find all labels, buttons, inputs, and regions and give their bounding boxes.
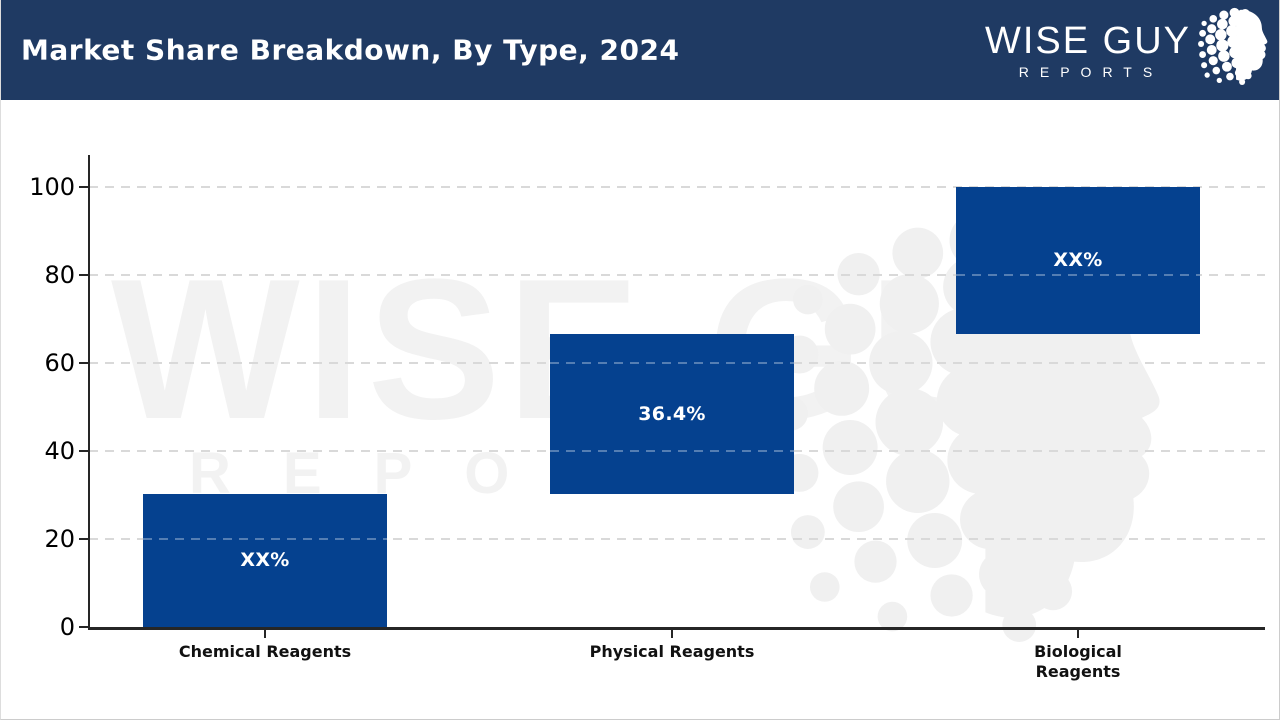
logo-reports-line: REPORTS xyxy=(1018,63,1164,80)
y-tick-mark xyxy=(79,274,88,276)
bar-value-label: XX% xyxy=(1053,249,1103,272)
x-tick-mark xyxy=(264,630,266,638)
y-axis-line xyxy=(88,155,90,629)
gridline xyxy=(89,538,1265,540)
y-tick-label: 100 xyxy=(29,173,75,201)
bar-value-label: 36.4% xyxy=(638,402,706,425)
wiseguy-logo-text: WISE GUY REPORTS xyxy=(985,22,1191,79)
y-tick-mark xyxy=(79,186,88,188)
x-tick-mark xyxy=(1077,630,1079,638)
gridline-over-bar xyxy=(550,362,794,364)
x-category-label-chemical-reagents: Chemical Reagents xyxy=(178,642,352,661)
x-category-label-physical-reagents: Physical Reagents xyxy=(589,642,755,661)
gridline-over-bar xyxy=(956,274,1200,276)
gridline xyxy=(89,186,1265,188)
bar-chemical-reagents: XX% xyxy=(143,493,387,627)
x-category-label-biological-reagents: Biological Reagents xyxy=(1034,642,1122,681)
x-axis-line xyxy=(88,627,1265,630)
gridline xyxy=(89,274,1265,276)
y-tick-label: 80 xyxy=(44,261,75,289)
y-tick-label: 60 xyxy=(44,349,75,377)
wiseguy-face-logo-icon xyxy=(1195,6,1271,94)
y-tick-label: 40 xyxy=(44,437,75,465)
page-title: Market Share Breakdown, By Type, 2024 xyxy=(21,33,680,67)
header-bar: Market Share Breakdown, By Type, 2024 WI… xyxy=(1,0,1279,100)
y-tick-label: 20 xyxy=(44,525,75,553)
wiseguy-logo: WISE GUY REPORTS xyxy=(985,4,1271,96)
gridline-over-bar xyxy=(550,450,794,452)
y-tick-mark xyxy=(79,450,88,452)
bar-value-label: XX% xyxy=(240,549,290,572)
y-tick-label: 0 xyxy=(59,613,75,641)
y-tick-mark xyxy=(79,362,88,364)
plot-area: WISE GUY REPORTS 020406080100XX%36.4%XX%… xyxy=(1,100,1279,719)
x-tick-mark xyxy=(671,630,673,638)
gridline-over-bar xyxy=(143,538,387,540)
bar-physical-reagents: 36.4% xyxy=(550,333,794,494)
logo-brand-line: WISE GUY xyxy=(984,19,1191,62)
y-tick-mark xyxy=(79,538,88,540)
y-tick-mark xyxy=(79,626,88,628)
bar-biological-reagents: XX% xyxy=(956,187,1200,334)
